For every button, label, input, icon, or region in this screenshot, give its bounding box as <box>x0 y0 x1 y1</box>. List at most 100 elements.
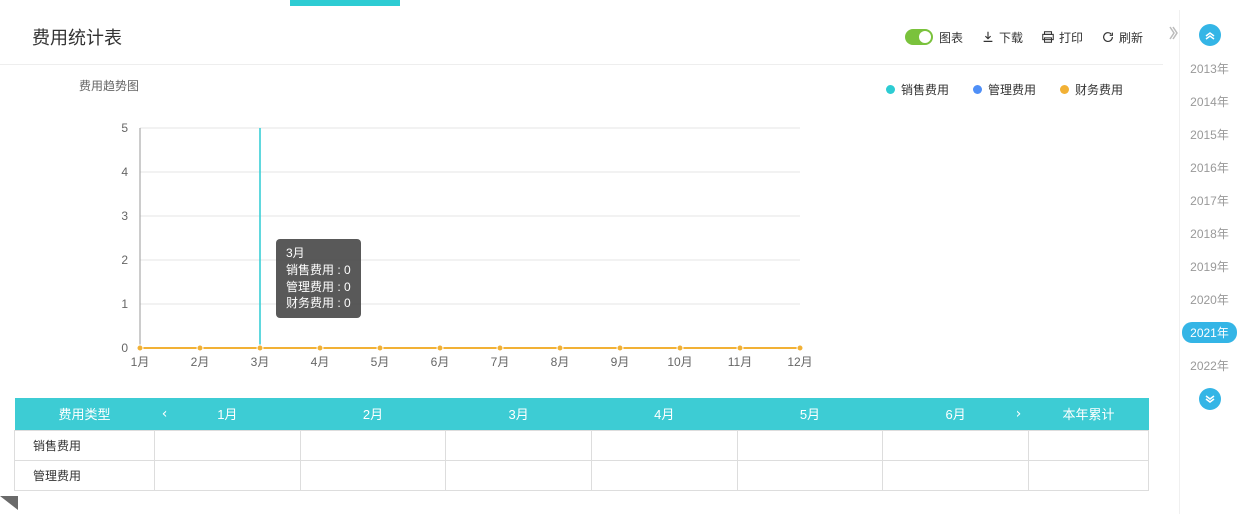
year-scroll-up-button[interactable] <box>1199 24 1221 46</box>
data-point[interactable] <box>737 345 743 351</box>
legend-dot <box>973 85 982 94</box>
chart-toggle-label: 图表 <box>939 29 963 46</box>
x-axis-label: 12月 <box>787 355 812 368</box>
table-header-total: 本年累计 <box>1029 398 1149 430</box>
expense-table-wrap: 费用类型1月‹2月3月4月5月6月›本年累计 销售费用管理费用 <box>14 398 1149 491</box>
download-icon <box>981 30 995 44</box>
chevron-down-double-icon <box>1204 393 1216 405</box>
legend-item[interactable]: 销售费用 <box>886 81 949 98</box>
legend-dot <box>1060 85 1069 94</box>
collapse-handle[interactable] <box>1167 10 1179 514</box>
data-cell <box>300 460 446 490</box>
year-item[interactable]: 2016年 <box>1182 157 1237 178</box>
y-axis-label: 0 <box>121 341 128 355</box>
refresh-icon <box>1101 30 1115 44</box>
y-axis-label: 2 <box>121 253 128 267</box>
month-prev-button[interactable]: ‹ <box>161 406 169 422</box>
data-point[interactable] <box>677 345 683 351</box>
chart-area: 费用趋势图 销售费用管理费用财务费用 0123451月2月3月4月5月6月7月8… <box>0 65 1163 368</box>
data-point[interactable] <box>257 345 263 351</box>
year-item[interactable]: 2019年 <box>1182 256 1237 277</box>
table-row: 销售费用 <box>15 430 1149 460</box>
legend-label: 财务费用 <box>1075 81 1123 98</box>
data-point[interactable] <box>317 345 323 351</box>
y-axis-label: 1 <box>121 297 128 311</box>
year-item[interactable]: 2014年 <box>1182 91 1237 112</box>
table-header-month: 4月 <box>591 398 737 430</box>
data-point[interactable] <box>617 345 623 351</box>
x-axis-label: 3月 <box>251 355 270 368</box>
y-axis-label: 4 <box>121 165 128 179</box>
toolbar: 图表 下载 打印 刷新 <box>905 29 1143 46</box>
refresh-button[interactable]: 刷新 <box>1101 29 1143 46</box>
total-cell <box>1029 430 1149 460</box>
trend-chart: 0123451月2月3月4月5月6月7月8月9月10月11月12月 <box>30 98 830 368</box>
active-top-tab-indicator <box>290 0 400 6</box>
data-point[interactable] <box>797 345 803 351</box>
data-cell <box>155 460 301 490</box>
legend-item[interactable]: 财务费用 <box>1060 81 1123 98</box>
data-cell <box>591 460 737 490</box>
x-axis-label: 11月 <box>728 355 752 368</box>
x-axis-label: 5月 <box>371 355 390 368</box>
legend-dot <box>886 85 895 94</box>
header-bar: 费用统计表 图表 下载 打印 刷新 <box>0 10 1163 65</box>
y-axis-label: 3 <box>121 209 128 223</box>
table-header-type: 费用类型 <box>15 398 155 430</box>
expense-table: 费用类型1月‹2月3月4月5月6月›本年累计 销售费用管理费用 <box>14 398 1149 491</box>
legend-label: 销售费用 <box>901 81 949 98</box>
x-axis-label: 9月 <box>611 355 630 368</box>
tooltip-row: 销售费用 : 0 <box>286 262 351 279</box>
data-cell <box>446 430 592 460</box>
chart-tooltip: 3月销售费用 : 0管理费用 : 0财务费用 : 0 <box>276 239 361 318</box>
print-icon <box>1041 30 1055 44</box>
year-item[interactable]: 2022年 <box>1182 355 1237 376</box>
legend-item[interactable]: 管理费用 <box>973 81 1036 98</box>
year-item[interactable]: 2021年 <box>1182 322 1237 343</box>
data-point[interactable] <box>497 345 503 351</box>
x-axis-label: 2月 <box>191 355 210 368</box>
year-item[interactable]: 2017年 <box>1182 190 1237 211</box>
table-header-month: 2月 <box>300 398 446 430</box>
legend-label: 管理费用 <box>988 81 1036 98</box>
x-axis-label: 6月 <box>431 355 450 368</box>
table-row: 管理费用 <box>15 460 1149 490</box>
x-axis-label: 8月 <box>551 355 570 368</box>
year-scroll-down-button[interactable] <box>1199 388 1221 410</box>
data-cell <box>155 430 301 460</box>
year-item[interactable]: 2020年 <box>1182 289 1237 310</box>
year-item[interactable]: 2013年 <box>1182 58 1237 79</box>
row-type-cell: 管理费用 <box>15 460 155 490</box>
data-point[interactable] <box>197 345 203 351</box>
data-cell <box>591 430 737 460</box>
tooltip-title: 3月 <box>286 245 351 262</box>
data-cell <box>737 430 883 460</box>
page-title: 费用统计表 <box>32 24 905 50</box>
download-button[interactable]: 下载 <box>981 29 1023 46</box>
x-axis-label: 7月 <box>491 355 510 368</box>
data-cell <box>883 460 1029 490</box>
chart-toggle-group: 图表 <box>905 29 963 46</box>
data-cell <box>300 430 446 460</box>
year-item[interactable]: 2018年 <box>1182 223 1237 244</box>
chart-toggle[interactable] <box>905 29 933 45</box>
data-point[interactable] <box>437 345 443 351</box>
tooltip-row: 管理费用 : 0 <box>286 279 351 296</box>
month-next-button[interactable]: › <box>1014 406 1022 422</box>
year-item[interactable]: 2015年 <box>1182 124 1237 145</box>
print-button[interactable]: 打印 <box>1041 29 1083 46</box>
download-label: 下载 <box>999 29 1023 46</box>
print-label: 打印 <box>1059 29 1083 46</box>
table-header-month: 6月› <box>883 398 1029 430</box>
chevron-right-double-icon <box>1168 24 1178 42</box>
data-point[interactable] <box>377 345 383 351</box>
row-type-cell: 销售费用 <box>15 430 155 460</box>
y-axis-label: 5 <box>121 121 128 135</box>
x-axis-label: 10月 <box>667 355 692 368</box>
refresh-label: 刷新 <box>1119 29 1143 46</box>
table-header-month: 1月‹ <box>155 398 301 430</box>
tooltip-row: 财务费用 : 0 <box>286 295 351 312</box>
data-cell <box>446 460 592 490</box>
data-point[interactable] <box>557 345 563 351</box>
data-point[interactable] <box>137 345 143 351</box>
